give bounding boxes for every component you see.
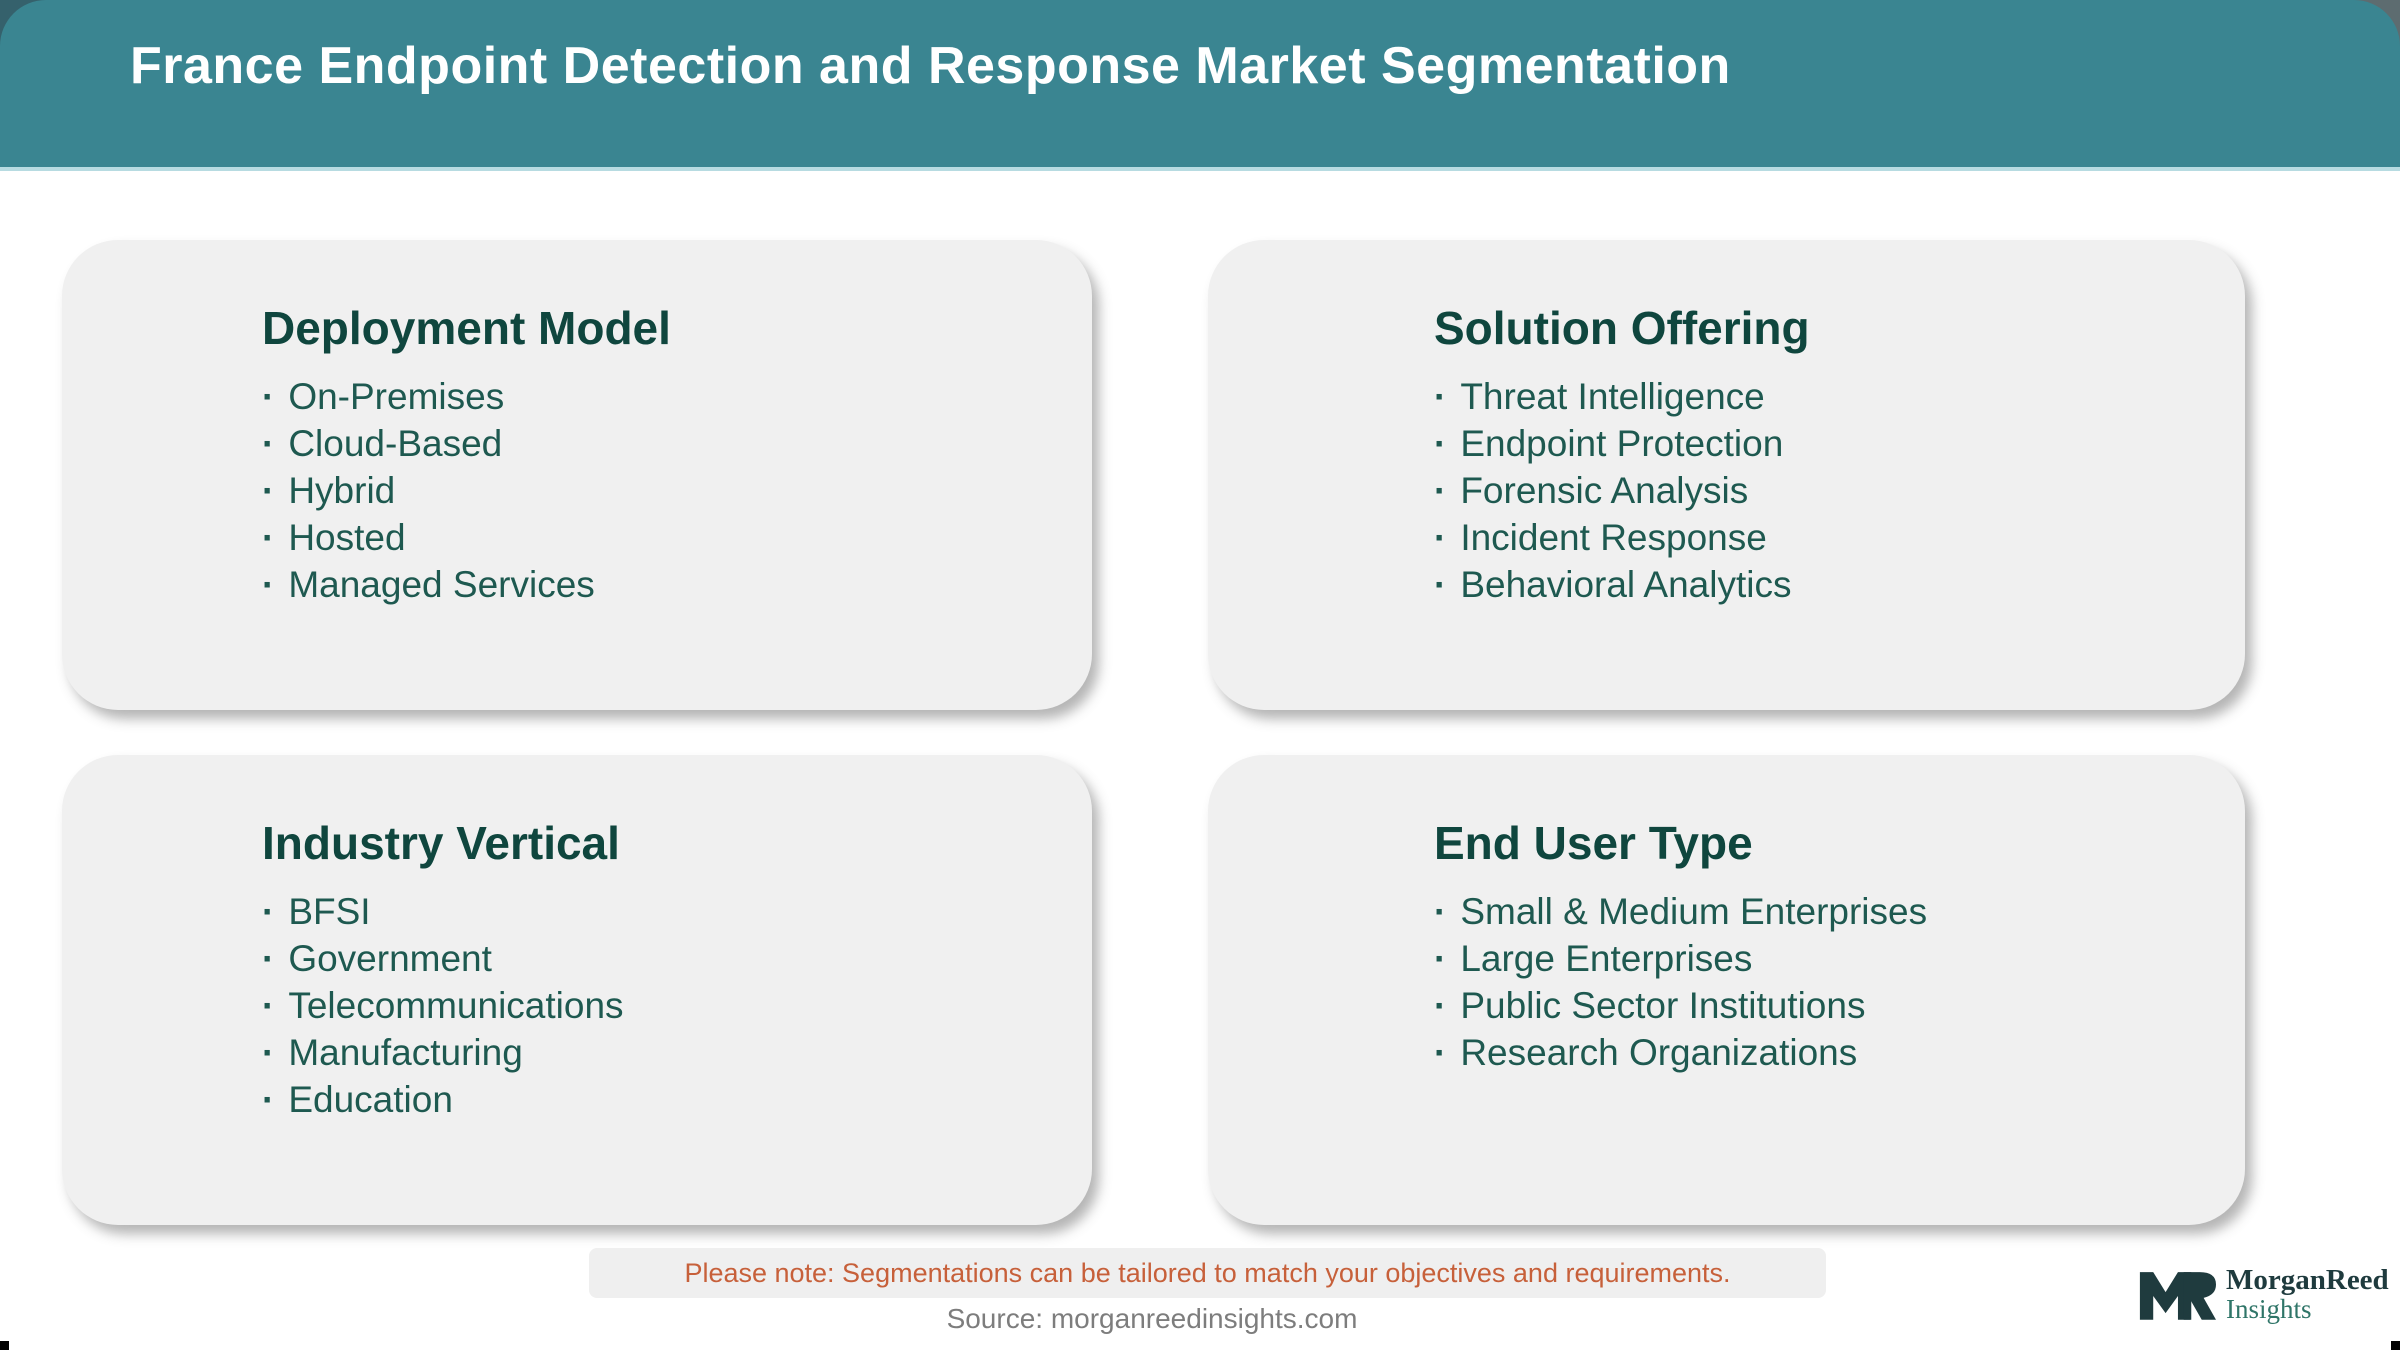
logo-tagline: Insights	[2226, 1293, 2312, 1324]
source-text: Source: morganreedinsights.com	[946, 1303, 1358, 1334]
card-title: End User Type	[1434, 817, 1753, 869]
card-list-item: Hybrid	[262, 467, 1042, 514]
segment-card: End User Type Small & Medium Enterprises…	[1208, 755, 2245, 1225]
card-list-item: Forensic Analysis	[1434, 467, 2195, 514]
segment-card: Industry Vertical BFSIGovernmentTelecomm…	[62, 755, 1092, 1225]
page-title: France Endpoint Detection and Response M…	[130, 36, 1731, 95]
card-list-item: Managed Services	[262, 561, 1042, 608]
card-list-item: Telecommunications	[262, 982, 1042, 1029]
card-list: On-PremisesCloud-BasedHybridHostedManage…	[262, 373, 1042, 608]
card-list-item: Research Organizations	[1434, 1029, 2195, 1076]
card-list-item: BFSI	[262, 888, 1042, 935]
card-title: Deployment Model	[262, 302, 671, 354]
card-title: Industry Vertical	[262, 817, 620, 869]
card-list-item: Hosted	[262, 514, 1042, 561]
card-list-item: Public Sector Institutions	[1434, 982, 2195, 1029]
card-list-item: Threat Intelligence	[1434, 373, 2195, 420]
morganreed-logo-icon	[2139, 1271, 2216, 1320]
logo-name: MorganReed	[2226, 1264, 2389, 1296]
card-list-item: Small & Medium Enterprises	[1434, 888, 2195, 935]
card-list-item: On-Premises	[262, 373, 1042, 420]
card-title: Solution Offering	[1434, 302, 1810, 354]
card-list-item: Cloud-Based	[262, 420, 1042, 467]
card-list: Small & Medium EnterprisesLarge Enterpri…	[1434, 888, 2195, 1076]
logo: MorganReed Insights	[2138, 1264, 2389, 1324]
card-list: Threat IntelligenceEndpoint ProtectionFo…	[1434, 373, 2195, 608]
card-list-item: Large Enterprises	[1434, 935, 2195, 982]
segment-card: Deployment Model On-PremisesCloud-BasedH…	[62, 240, 1092, 710]
card-list-item: Government	[262, 935, 1042, 982]
card-list-item: Manufacturing	[262, 1029, 1042, 1076]
card-list: BFSIGovernmentTelecommunicationsManufact…	[262, 888, 1042, 1123]
segment-card: Solution Offering Threat IntelligenceEnd…	[1208, 240, 2245, 710]
card-list-item: Behavioral Analytics	[1434, 561, 2195, 608]
artifact-mark-left	[0, 1341, 9, 1350]
card-list-item: Education	[262, 1076, 1042, 1123]
note-banner: Please note: Segmentations can be tailor…	[589, 1248, 1826, 1298]
card-list-item: Incident Response	[1434, 514, 2195, 561]
card-list-item: Endpoint Protection	[1434, 420, 2195, 467]
header: France Endpoint Detection and Response M…	[0, 0, 2400, 171]
artifact-mark-right	[2391, 1341, 2400, 1350]
logo-text: MorganReed Insights	[2226, 1264, 2389, 1324]
note-text: Please note: Segmentations can be tailor…	[684, 1257, 1731, 1288]
